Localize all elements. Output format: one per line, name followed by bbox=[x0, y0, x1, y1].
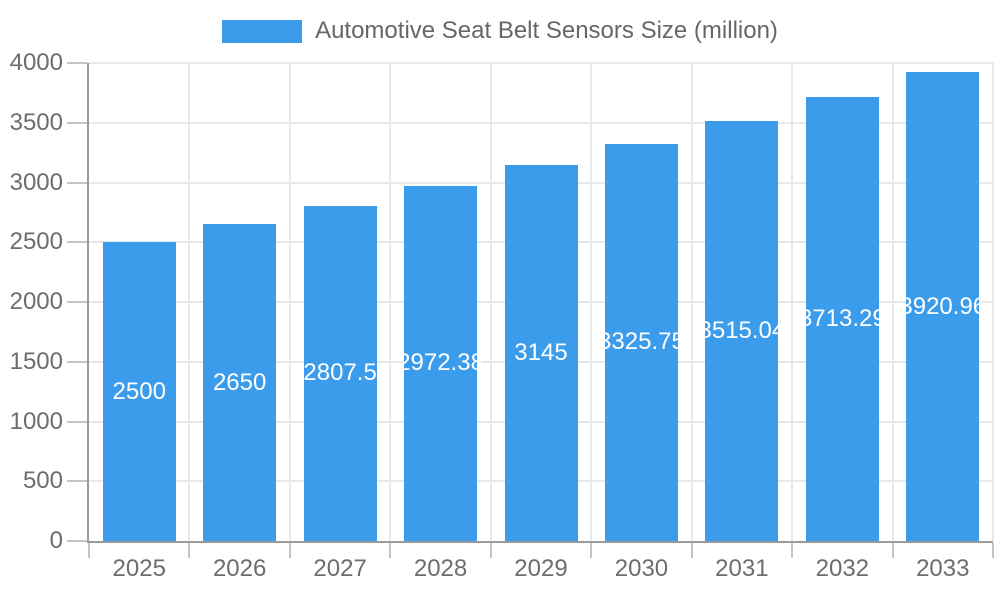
x-gridline bbox=[891, 63, 894, 541]
bar-value-label: 3713.29 bbox=[798, 305, 886, 333]
x-axis-tick-label: 2026 bbox=[212, 555, 267, 582]
bar-value-label: 3325.75 bbox=[598, 328, 685, 356]
y-gridline bbox=[89, 62, 993, 64]
x-axis-tick-label: 2031 bbox=[715, 555, 769, 582]
y-axis-tick-label: 2500 bbox=[9, 228, 63, 256]
y-axis-tick-label: 1000 bbox=[9, 407, 63, 435]
y-axis-tick bbox=[67, 181, 87, 184]
bar-value-label: 2650 bbox=[212, 368, 267, 396]
x-gridline bbox=[489, 63, 492, 541]
y-axis-tick-label: 2000 bbox=[9, 288, 63, 315]
bar[interactable] bbox=[604, 143, 678, 541]
x-axis-tick bbox=[891, 543, 894, 558]
bar[interactable] bbox=[303, 205, 377, 541]
y-axis-tick bbox=[67, 420, 87, 423]
x-gridline bbox=[791, 63, 794, 541]
bar[interactable] bbox=[705, 120, 779, 541]
bar[interactable] bbox=[203, 224, 277, 541]
x-axis-tick-label: 2028 bbox=[413, 555, 468, 582]
legend-swatch-icon bbox=[222, 19, 303, 43]
x-axis-tick bbox=[188, 543, 191, 558]
bar-value-label: 2500 bbox=[112, 377, 166, 405]
x-axis-tick-label: 2032 bbox=[815, 555, 870, 582]
y-axis-tick bbox=[67, 62, 87, 64]
y-axis-tick bbox=[67, 301, 87, 303]
y-axis-tick bbox=[67, 540, 87, 542]
x-axis-tick bbox=[690, 543, 693, 558]
y-axis-tick bbox=[67, 241, 87, 244]
x-axis-tick bbox=[288, 543, 291, 558]
x-axis-tick-label: 2025 bbox=[112, 555, 166, 582]
bar[interactable] bbox=[504, 165, 578, 541]
x-axis-tick bbox=[389, 543, 392, 558]
y-axis-tick-label: 4000 bbox=[9, 49, 63, 76]
x-gridline bbox=[690, 63, 693, 541]
y-axis-tick-label: 3000 bbox=[9, 168, 63, 196]
bar[interactable] bbox=[805, 97, 879, 541]
x-gridline bbox=[992, 63, 994, 541]
x-axis-tick-label: 2029 bbox=[514, 555, 568, 582]
x-axis-tick-label: 2027 bbox=[313, 555, 367, 582]
y-axis-tick bbox=[67, 121, 87, 124]
plot-area: 0 500 1000 1500 2000 2500 3000 3500 4000 2025 2026… bbox=[10, 49, 994, 582]
y-axis-tick bbox=[67, 480, 87, 483]
x-axis-tick bbox=[992, 543, 994, 558]
bar-value-label: 3920.96 bbox=[899, 292, 987, 320]
bar[interactable] bbox=[906, 72, 980, 541]
x-gridline bbox=[288, 63, 291, 541]
y-axis-tick-label: 500 bbox=[22, 467, 63, 495]
legend-label: Automotive Seat Belt Sensors Size (milli… bbox=[315, 17, 778, 44]
y-axis-tick-label: 0 bbox=[49, 527, 63, 554]
legend: Automotive Seat Belt Sensors Size (milli… bbox=[0, 17, 1000, 45]
bar-value-label: 2972.38 bbox=[397, 349, 484, 377]
bar-value-label: 3515.04 bbox=[698, 316, 786, 344]
legend-item[interactable]: Automotive Seat Belt Sensors Size (milli… bbox=[222, 17, 778, 45]
x-axis-tick bbox=[88, 543, 90, 558]
x-gridline bbox=[590, 63, 593, 541]
x-axis-tick-label: 2030 bbox=[614, 555, 669, 582]
bar-value-label: 3145 bbox=[514, 339, 568, 367]
x-axis-tick-label: 2033 bbox=[916, 555, 970, 582]
x-gridline bbox=[389, 63, 392, 541]
bar[interactable] bbox=[404, 185, 478, 541]
bar-value-label: 2807.5 bbox=[303, 359, 377, 387]
y-axis-tick-label: 1500 bbox=[9, 347, 63, 375]
y-axis-tick-label: 3500 bbox=[9, 108, 63, 136]
y-axis-tick bbox=[67, 360, 87, 363]
x-gridline bbox=[188, 63, 191, 541]
x-axis-tick bbox=[791, 543, 794, 558]
x-axis-tick bbox=[590, 543, 593, 558]
bar[interactable] bbox=[102, 242, 176, 541]
y-gridline bbox=[89, 121, 993, 124]
x-axis-tick bbox=[489, 543, 492, 558]
